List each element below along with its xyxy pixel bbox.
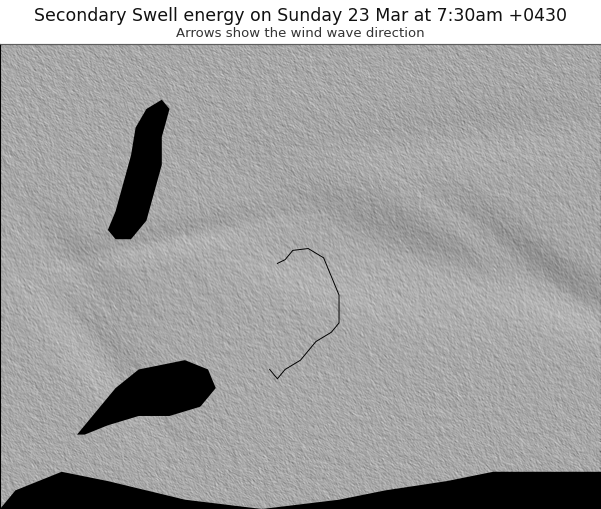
Text: Secondary Swell energy on Sunday 23 Mar at 7:30am +0430: Secondary Swell energy on Sunday 23 Mar … [34, 7, 567, 24]
Polygon shape [108, 100, 169, 240]
Text: Arrows show the wind wave direction: Arrows show the wind wave direction [176, 26, 425, 39]
Polygon shape [0, 472, 601, 509]
Polygon shape [77, 360, 216, 435]
